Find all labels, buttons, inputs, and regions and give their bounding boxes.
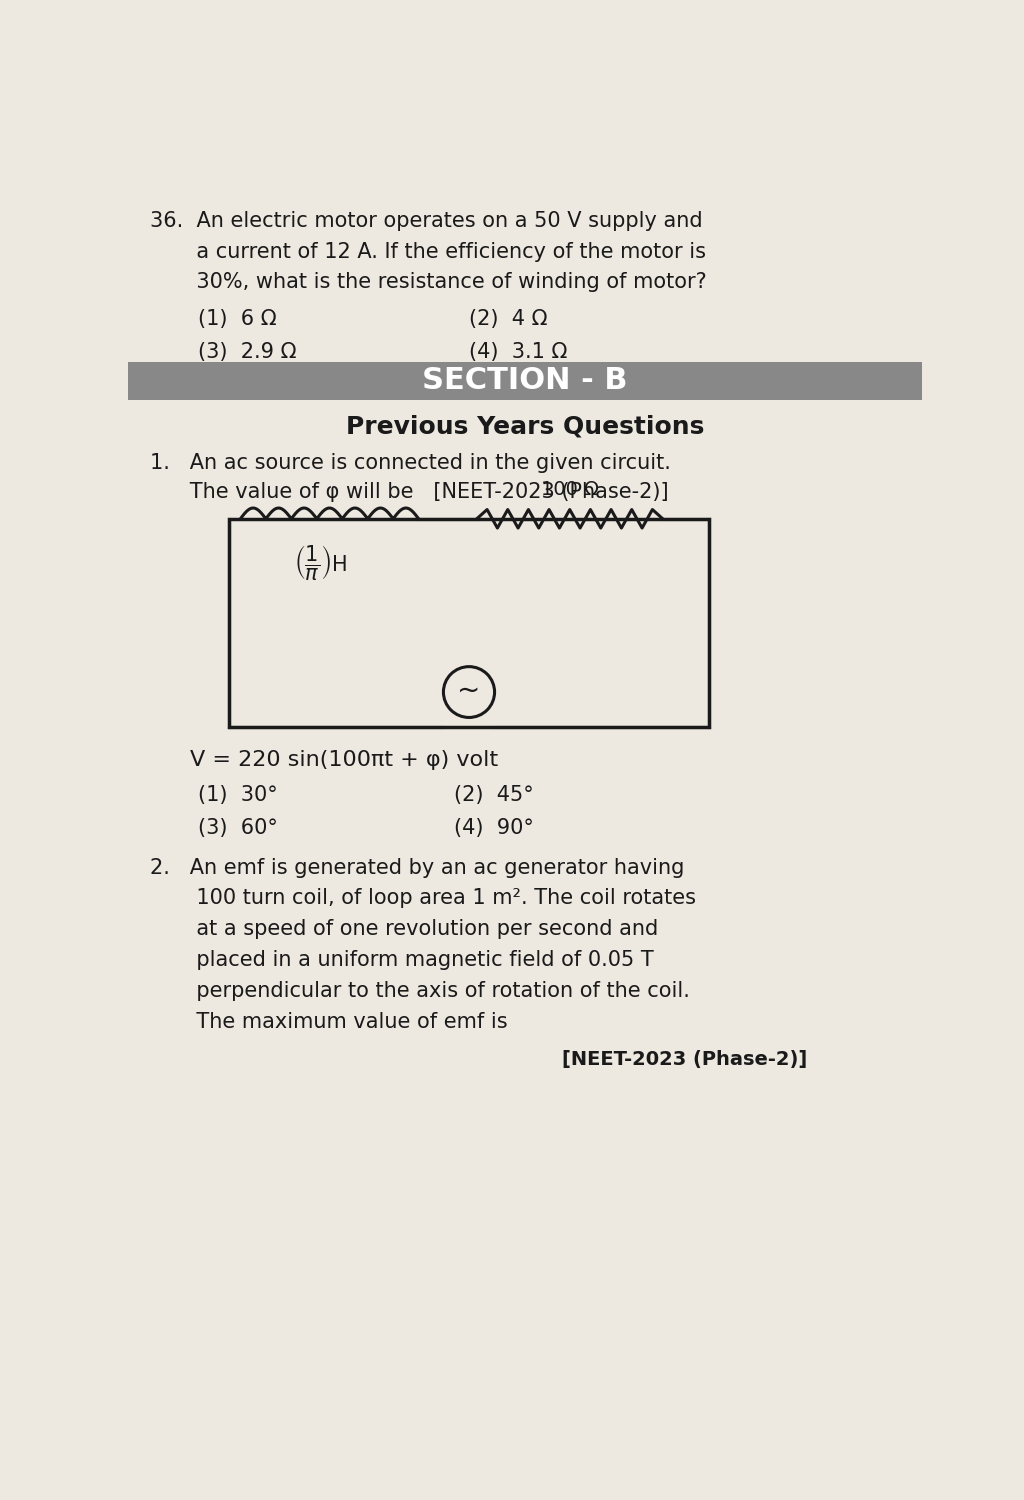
Text: The value of φ will be   [NEET-2023 (Phase-2)]: The value of φ will be [NEET-2023 (Phase… (150, 482, 669, 502)
Text: 2.   An emf is generated by an ac generator having: 2. An emf is generated by an ac generato… (150, 858, 684, 877)
Text: perpendicular to the axis of rotation of the coil.: perpendicular to the axis of rotation of… (150, 981, 689, 1000)
Text: 100 Ω: 100 Ω (541, 480, 599, 500)
Text: $\left(\dfrac{1}{\pi}\right)$H: $\left(\dfrac{1}{\pi}\right)$H (294, 543, 347, 582)
Text: (2)  45°: (2) 45° (454, 784, 534, 806)
Text: ~: ~ (458, 676, 480, 705)
Text: (4)  90°: (4) 90° (454, 818, 534, 837)
Text: at a speed of one revolution per second and: at a speed of one revolution per second … (150, 920, 658, 939)
Text: a current of 12 A. If the efficiency of the motor is: a current of 12 A. If the efficiency of … (150, 242, 706, 261)
Text: (4)  3.1 Ω: (4) 3.1 Ω (469, 342, 567, 362)
Text: 36.  An electric motor operates on a 50 V supply and: 36. An electric motor operates on a 50 V… (150, 211, 702, 231)
Text: 1.   An ac source is connected in the given circuit.: 1. An ac source is connected in the give… (150, 453, 671, 472)
Text: 100 turn coil, of loop area 1 m². The coil rotates: 100 turn coil, of loop area 1 m². The co… (150, 888, 695, 909)
Text: (3)  2.9 Ω: (3) 2.9 Ω (198, 342, 296, 362)
Text: placed in a uniform magnetic field of 0.05 T: placed in a uniform magnetic field of 0.… (150, 950, 653, 970)
Text: (1)  30°: (1) 30° (198, 784, 278, 806)
Text: (2)  4 Ω: (2) 4 Ω (469, 309, 548, 330)
Text: Previous Years Questions: Previous Years Questions (346, 414, 703, 438)
Text: The maximum value of emf is: The maximum value of emf is (150, 1011, 507, 1032)
Text: 30%, what is the resistance of winding of motor?: 30%, what is the resistance of winding o… (150, 273, 707, 292)
Text: (3)  60°: (3) 60° (198, 818, 278, 837)
Text: (1)  6 Ω: (1) 6 Ω (198, 309, 276, 330)
Text: [NEET-2023 (Phase-2)]: [NEET-2023 (Phase-2)] (562, 1050, 807, 1070)
Bar (228, 519, 710, 726)
FancyBboxPatch shape (128, 362, 922, 401)
Text: SECTION - B: SECTION - B (422, 366, 628, 396)
Text: V = 220 sin(100πt + φ) volt: V = 220 sin(100πt + φ) volt (190, 750, 498, 770)
